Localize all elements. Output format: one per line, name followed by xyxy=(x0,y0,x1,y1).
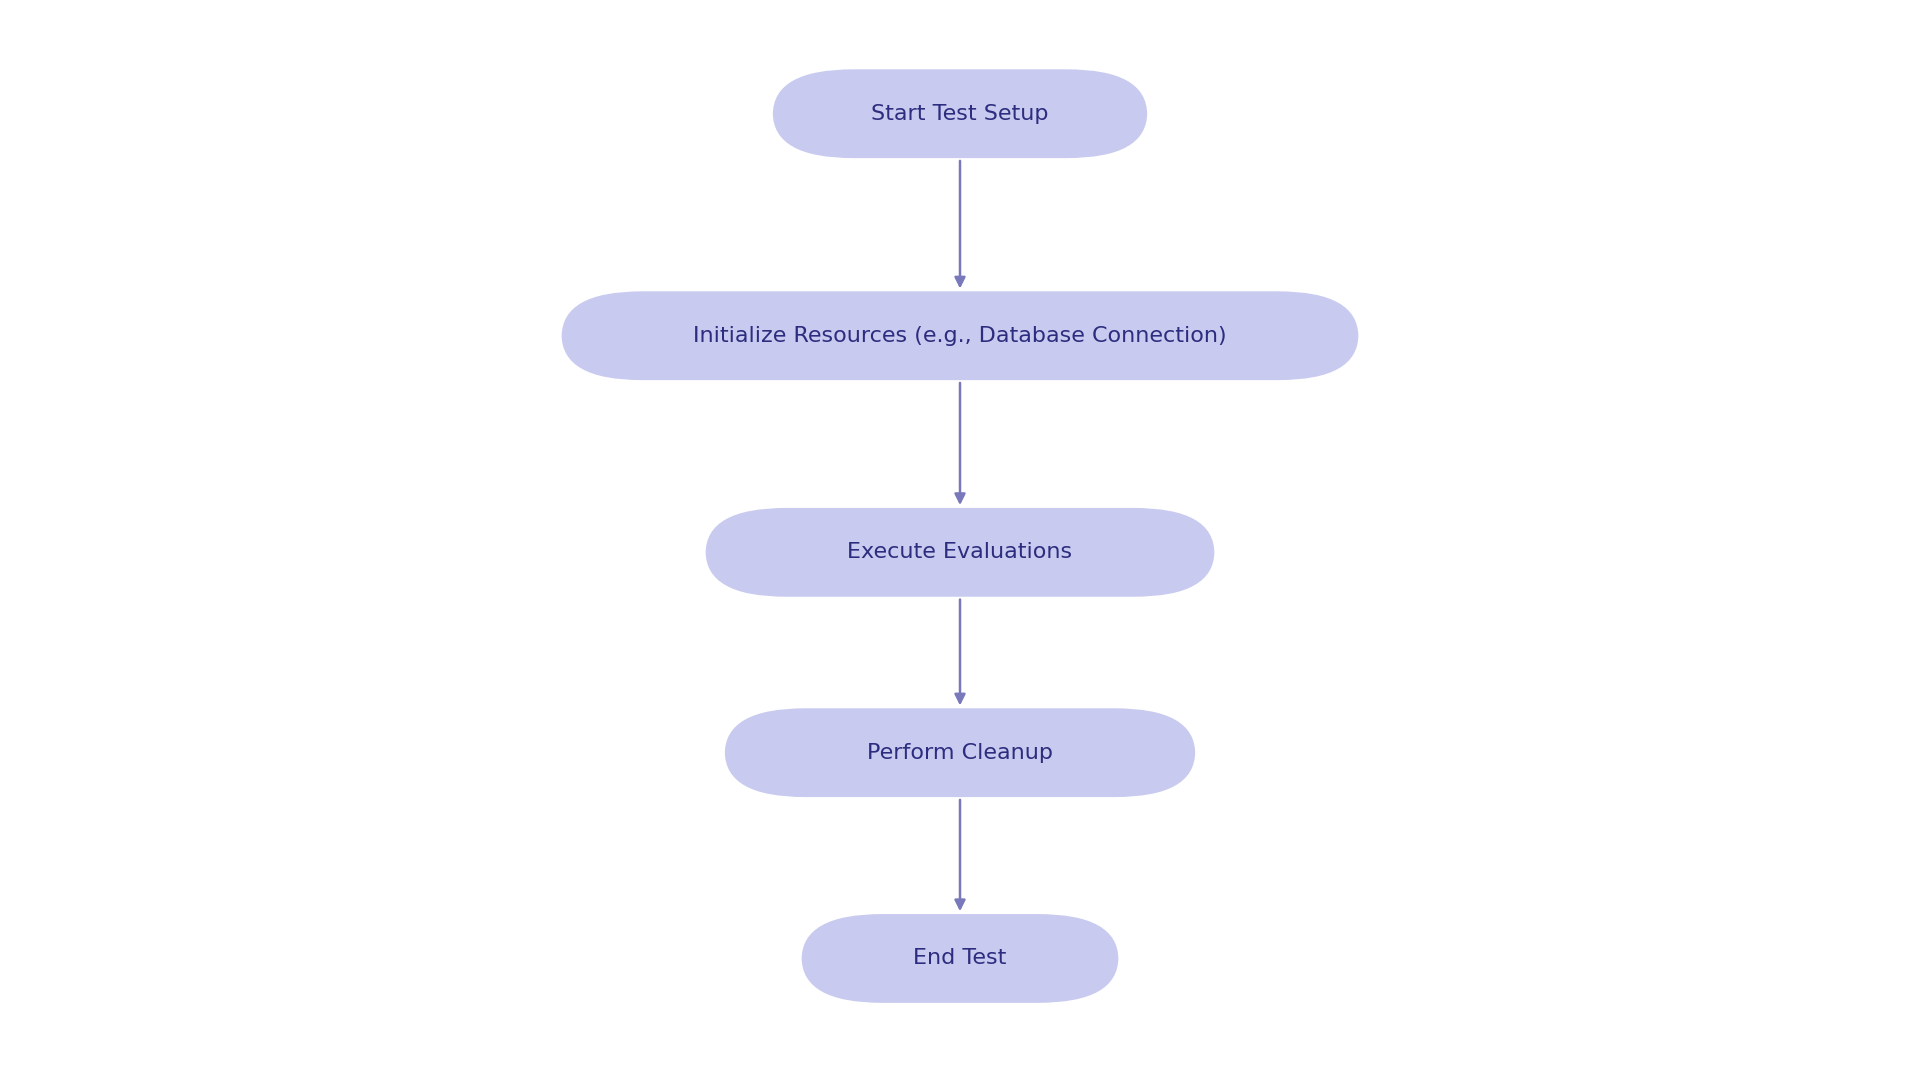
FancyBboxPatch shape xyxy=(561,291,1359,380)
Text: Execute Evaluations: Execute Evaluations xyxy=(847,543,1073,562)
FancyBboxPatch shape xyxy=(772,69,1146,158)
FancyBboxPatch shape xyxy=(707,508,1215,597)
Text: End Test: End Test xyxy=(914,949,1006,968)
FancyBboxPatch shape xyxy=(801,914,1117,1003)
Text: Initialize Resources (e.g., Database Connection): Initialize Resources (e.g., Database Con… xyxy=(693,326,1227,345)
Text: Perform Cleanup: Perform Cleanup xyxy=(868,743,1052,762)
Text: Start Test Setup: Start Test Setup xyxy=(872,104,1048,123)
FancyBboxPatch shape xyxy=(724,708,1194,797)
